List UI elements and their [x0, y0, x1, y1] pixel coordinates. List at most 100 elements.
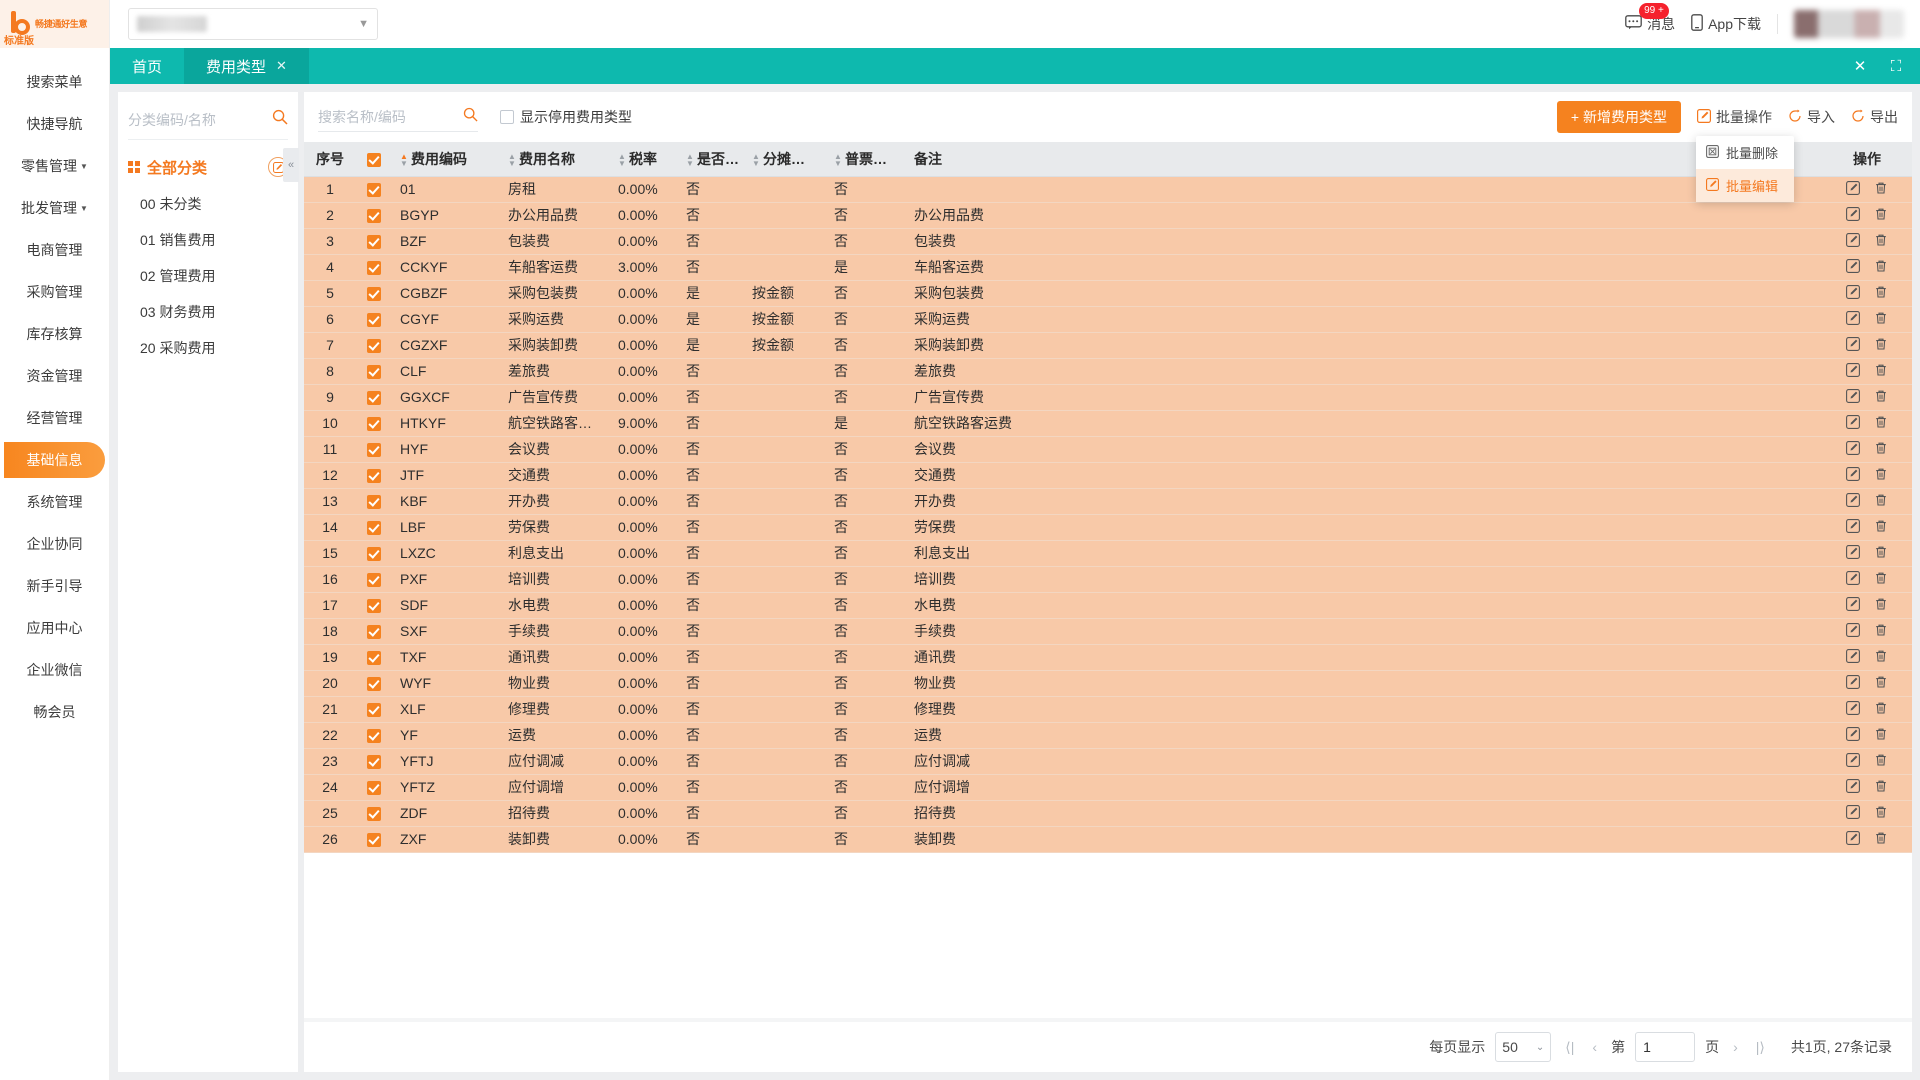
collapse-panel-icon[interactable]: «	[283, 148, 299, 182]
delete-icon[interactable]	[1874, 546, 1888, 562]
delete-icon[interactable]	[1874, 754, 1888, 770]
row-checkbox-cell[interactable]	[356, 644, 392, 671]
row-checkbox[interactable]	[367, 183, 381, 198]
edit-icon[interactable]	[1846, 596, 1860, 614]
delete-icon[interactable]	[1874, 806, 1888, 822]
app-download-button[interactable]: App下载	[1691, 14, 1761, 34]
table-row[interactable]: 17 SDF 水电费 0.00% 否 否 水电费	[304, 592, 1912, 619]
row-checkbox-cell[interactable]	[356, 618, 392, 645]
row-actions-cell[interactable]	[1822, 618, 1912, 645]
sidebar-item-7[interactable]: 资金管理	[4, 358, 105, 394]
edit-icon[interactable]	[1846, 336, 1860, 354]
row-checkbox[interactable]	[367, 573, 381, 588]
sidebar-item-4[interactable]: 电商管理	[4, 232, 105, 268]
sidebar-item-11[interactable]: 企业协同	[4, 526, 105, 562]
edit-icon[interactable]	[1846, 466, 1860, 484]
delete-icon[interactable]	[1874, 364, 1888, 380]
sort-icon[interactable]: ▲ ▼	[508, 152, 516, 169]
delete-icon[interactable]	[1874, 416, 1888, 432]
per-page-select[interactable]: 50 ⌄	[1495, 1032, 1552, 1062]
row-checkbox[interactable]	[367, 417, 381, 432]
row-checkbox[interactable]	[367, 651, 381, 666]
edit-icon[interactable]	[1846, 310, 1860, 328]
edit-icon[interactable]	[1846, 440, 1860, 458]
row-checkbox-cell[interactable]	[356, 826, 392, 853]
category-search-input[interactable]	[128, 111, 272, 128]
first-page-icon[interactable]: ⟨|	[1565, 1038, 1575, 1055]
last-page-icon[interactable]: |⟩	[1755, 1038, 1765, 1055]
row-checkbox-cell[interactable]	[356, 228, 392, 255]
sidebar-item-9[interactable]: 基础信息	[4, 442, 105, 478]
edit-icon[interactable]	[1846, 232, 1860, 250]
row-checkbox[interactable]	[367, 677, 381, 692]
row-checkbox-cell[interactable]	[356, 176, 392, 203]
add-fee-type-button[interactable]: + 新增费用类型	[1556, 101, 1681, 133]
row-checkbox-cell[interactable]	[356, 306, 392, 333]
horizontal-scrollbar[interactable]	[304, 1018, 1912, 1022]
delete-icon[interactable]	[1874, 572, 1888, 588]
table-row[interactable]: 24 YFTZ 应付调增 0.00% 否 否 应付调增	[304, 774, 1912, 801]
row-checkbox[interactable]	[367, 391, 381, 406]
row-checkbox[interactable]	[367, 521, 381, 536]
sidebar-item-3[interactable]: 批发管理 ▼	[4, 190, 105, 226]
row-checkbox-cell[interactable]	[356, 488, 392, 515]
row-actions-cell[interactable]	[1822, 332, 1912, 359]
table-row[interactable]: 26 ZXF 装卸费 0.00% 否 否 装卸费	[304, 826, 1912, 853]
edit-icon[interactable]	[1846, 622, 1860, 640]
messages-button[interactable]: 消息 99 +	[1625, 3, 1675, 34]
row-checkbox-cell[interactable]	[356, 748, 392, 775]
row-actions-cell[interactable]	[1822, 722, 1912, 749]
row-checkbox[interactable]	[367, 313, 381, 328]
row-checkbox-cell[interactable]	[356, 462, 392, 489]
delete-icon[interactable]	[1874, 702, 1888, 718]
search-icon[interactable]	[272, 109, 288, 130]
edit-icon[interactable]	[1846, 518, 1860, 536]
column-header-inv[interactable]: ▲ ▼ 普票…	[826, 142, 906, 177]
dropdown-item-batch-edit[interactable]: 批量编辑	[1696, 169, 1794, 202]
row-checkbox-cell[interactable]	[356, 410, 392, 437]
row-checkbox-cell[interactable]	[356, 254, 392, 281]
delete-icon[interactable]	[1874, 780, 1888, 796]
row-actions-cell[interactable]	[1822, 410, 1912, 437]
edit-icon[interactable]	[1846, 830, 1860, 848]
row-actions-cell[interactable]	[1822, 202, 1912, 229]
tree-item-0[interactable]: 00 未分类	[118, 186, 298, 222]
sidebar-item-5[interactable]: 采购管理	[4, 274, 105, 310]
tree-root-all-categories[interactable]: 全部分类	[118, 148, 298, 186]
row-checkbox[interactable]	[367, 625, 381, 640]
edit-icon[interactable]	[1846, 752, 1860, 770]
sidebar-item-2[interactable]: 零售管理 ▼	[4, 148, 105, 184]
row-checkbox-cell[interactable]	[356, 670, 392, 697]
sidebar-item-15[interactable]: 畅会员	[4, 694, 105, 730]
row-actions-cell[interactable]	[1822, 748, 1912, 775]
edit-icon[interactable]	[1846, 258, 1860, 276]
delete-icon[interactable]	[1874, 182, 1888, 198]
row-actions-cell[interactable]	[1822, 826, 1912, 853]
delete-icon[interactable]	[1874, 728, 1888, 744]
column-header-name[interactable]: ▲ ▼ 费用名称	[500, 142, 610, 177]
delete-icon[interactable]	[1874, 390, 1888, 406]
row-actions-cell[interactable]	[1822, 358, 1912, 385]
delete-icon[interactable]	[1874, 260, 1888, 276]
delete-icon[interactable]	[1874, 234, 1888, 250]
edit-icon[interactable]	[1846, 674, 1860, 692]
checkbox-icon[interactable]	[500, 110, 514, 124]
row-checkbox[interactable]	[367, 755, 381, 770]
column-header-tax[interactable]: ▲ ▼ 税率	[610, 142, 678, 177]
edit-icon[interactable]	[1846, 726, 1860, 744]
delete-icon[interactable]	[1874, 624, 1888, 640]
table-row[interactable]: 22 YF 运费 0.00% 否 否 运费	[304, 722, 1912, 749]
row-checkbox-cell[interactable]	[356, 774, 392, 801]
tree-item-3[interactable]: 03 财务费用	[118, 294, 298, 330]
delete-icon[interactable]	[1874, 598, 1888, 614]
delete-icon[interactable]	[1874, 650, 1888, 666]
table-row[interactable]: 23 YFTJ 应付调减 0.00% 否 否 应付调减	[304, 748, 1912, 775]
delete-icon[interactable]	[1874, 676, 1888, 692]
edit-icon[interactable]	[1846, 570, 1860, 588]
table-row[interactable]: 25 ZDF 招待费 0.00% 否 否 招待费	[304, 800, 1912, 827]
delete-icon[interactable]	[1874, 312, 1888, 328]
sidebar-item-1[interactable]: 快捷导航	[4, 106, 105, 142]
row-actions-cell[interactable]	[1822, 696, 1912, 723]
delete-icon[interactable]	[1874, 338, 1888, 354]
